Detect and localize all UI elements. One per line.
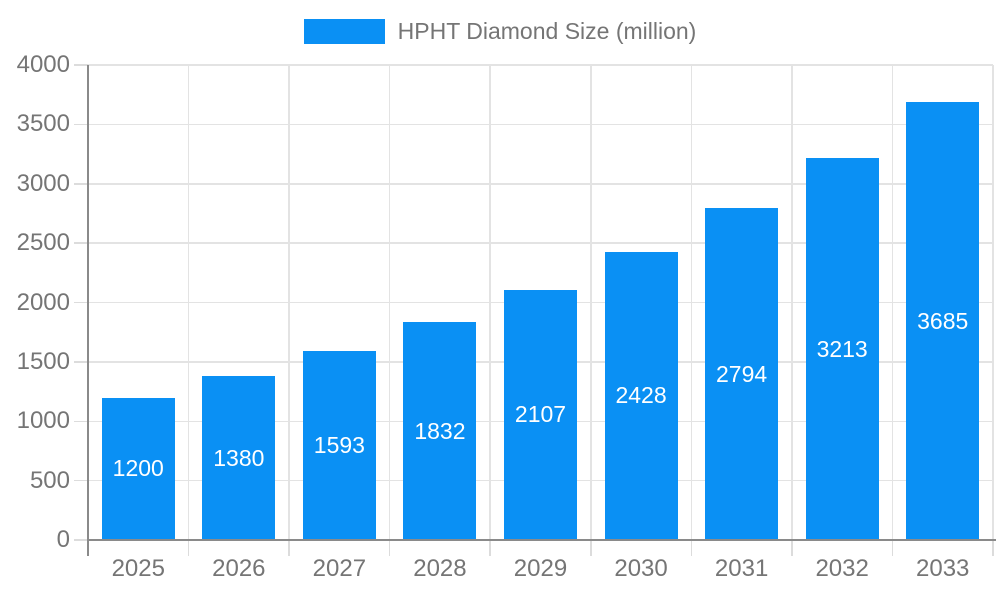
y-axis-label-500: 500	[29, 466, 70, 494]
bar-value-label-2033: 3685	[917, 307, 969, 334]
y-axis-label-1500: 1500	[16, 347, 70, 375]
legend-item[interactable]: HPHT Diamond Size (million)	[0, 17, 1000, 45]
legend-swatch	[303, 18, 385, 44]
x-tick-5	[590, 541, 592, 556]
bar-value-label-2030: 2428	[615, 382, 667, 409]
bar-value-label-2027: 1593	[313, 431, 365, 458]
gridline-x-2	[288, 65, 290, 540]
gridline-x-6	[690, 65, 693, 540]
y-axis-line	[87, 65, 89, 556]
gridline-y-2500	[88, 242, 993, 244]
x-tick-6	[690, 541, 693, 556]
x-tick-3	[388, 541, 391, 556]
x-axis-label-2028: 2028	[413, 555, 467, 582]
bar-value-label-2032: 3213	[816, 335, 868, 362]
legend-label: HPHT Diamond Size (million)	[397, 17, 697, 44]
x-tick-9	[992, 541, 994, 556]
y-axis-label-3500: 3500	[16, 110, 70, 138]
x-axis-label-2025: 2025	[111, 555, 165, 582]
bar-2030[interactable]: 2428	[604, 251, 678, 540]
y-tick-500	[74, 479, 88, 482]
x-axis-label-2033: 2033	[916, 555, 970, 582]
gridline-x-4	[489, 65, 491, 540]
gridline-x-1	[187, 65, 190, 540]
y-axis-label-2500: 2500	[16, 229, 70, 257]
y-tick-2500	[74, 242, 88, 244]
plot-area: 1200 1380 1593 1832 2107 2428 2794 3213 3685	[88, 64, 994, 540]
bar-2031[interactable]: 2794	[705, 208, 779, 540]
x-axis-label-2029: 2029	[513, 555, 568, 582]
bar-value-label-2031: 2794	[716, 360, 768, 387]
bar-2033[interactable]: 3685	[906, 102, 980, 540]
bar-value-label-2028: 1832	[414, 417, 466, 444]
bar-2032[interactable]: 3213	[805, 158, 879, 540]
x-axis-label-2027: 2027	[312, 555, 367, 582]
bar-value-label-2029: 2107	[514, 401, 567, 428]
y-axis-label-1000: 1000	[16, 407, 70, 435]
x-tick-1	[187, 541, 190, 556]
bar-2026[interactable]: 1380	[202, 376, 276, 540]
gridline-y-3000	[88, 183, 993, 185]
y-tick-3000	[74, 183, 88, 185]
y-tick-1000	[74, 420, 88, 422]
bar-2029[interactable]: 2107	[504, 289, 577, 540]
gridline-x-9	[992, 65, 994, 540]
gridline-y-4000	[88, 64, 993, 66]
x-axis-label-2030: 2030	[614, 555, 668, 582]
y-axis-label-2000: 2000	[16, 288, 70, 316]
gridline-x-5	[590, 65, 592, 540]
x-tick-4	[489, 541, 491, 556]
x-axis-line	[88, 539, 996, 541]
y-axis-label-3000: 3000	[16, 169, 70, 197]
y-tick-0	[74, 539, 88, 541]
bar-2025[interactable]: 1200	[101, 397, 175, 540]
y-tick-1500	[74, 361, 88, 363]
x-tick-7	[791, 541, 793, 556]
y-axis-label-0: 0	[56, 526, 70, 553]
gridline-x-3	[388, 65, 391, 540]
x-tick-2	[288, 541, 290, 556]
gridline-y-3500	[88, 123, 993, 126]
y-tick-4000	[74, 64, 88, 66]
x-axis-label-2031: 2031	[714, 555, 769, 582]
x-tick-8	[891, 541, 894, 556]
y-tick-2000	[74, 301, 88, 304]
gridline-x-7	[791, 65, 793, 540]
x-axis-label-2026: 2026	[212, 555, 266, 582]
y-axis-label-4000: 4000	[16, 51, 70, 78]
bar-value-label-2025: 1200	[112, 455, 164, 482]
bar-value-label-2026: 1380	[213, 444, 265, 471]
gridline-x-8	[891, 65, 894, 540]
bar-2028[interactable]: 1832	[403, 322, 477, 540]
bar-2027[interactable]: 1593	[302, 350, 376, 540]
y-tick-3500	[74, 123, 88, 126]
x-axis-label-2032: 2032	[815, 555, 869, 582]
